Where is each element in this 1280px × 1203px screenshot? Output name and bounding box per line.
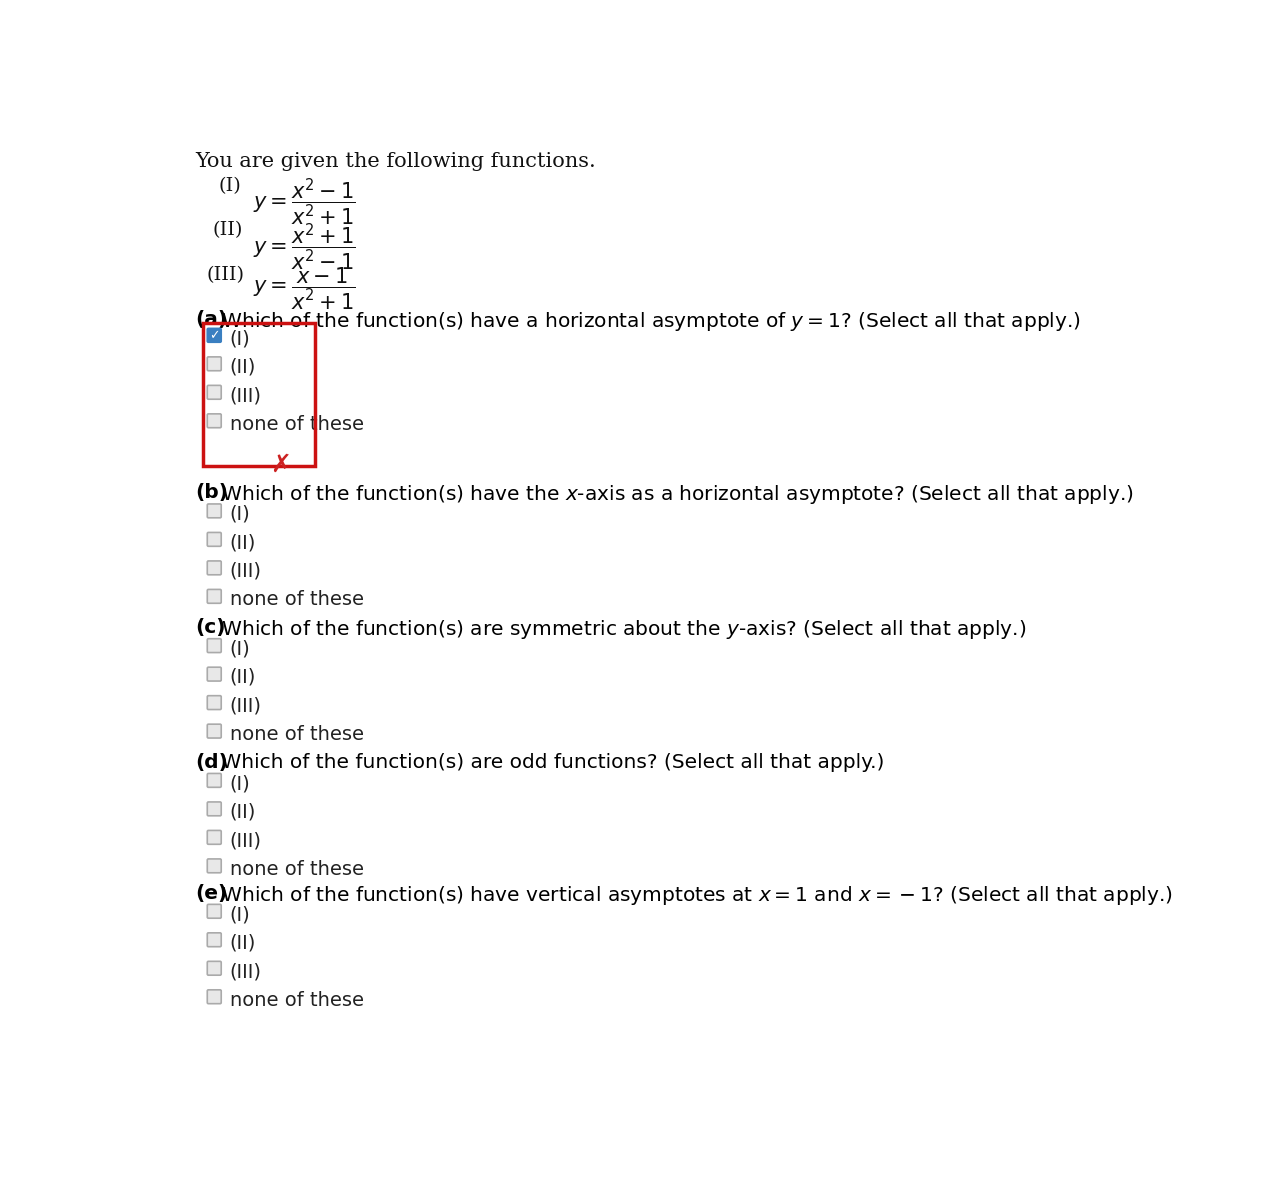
FancyBboxPatch shape xyxy=(207,414,221,428)
FancyBboxPatch shape xyxy=(207,385,221,399)
FancyBboxPatch shape xyxy=(207,859,221,873)
Text: (III): (III) xyxy=(206,266,244,284)
Text: (c): (c) xyxy=(195,618,225,636)
FancyBboxPatch shape xyxy=(207,357,221,371)
FancyBboxPatch shape xyxy=(207,961,221,976)
Text: ✗: ✗ xyxy=(270,452,291,476)
Text: none of these: none of these xyxy=(229,415,364,433)
Text: $y = \dfrac{x - 1}{x^2 + 1}$: $y = \dfrac{x - 1}{x^2 + 1}$ xyxy=(253,266,356,312)
Text: ✓: ✓ xyxy=(209,328,219,342)
Text: none of these: none of these xyxy=(229,860,364,878)
FancyBboxPatch shape xyxy=(207,724,221,737)
FancyBboxPatch shape xyxy=(207,668,221,681)
Text: $y = \dfrac{x^2 + 1}{x^2 - 1}$: $y = \dfrac{x^2 + 1}{x^2 - 1}$ xyxy=(253,221,356,273)
Text: (a): (a) xyxy=(195,310,227,328)
FancyBboxPatch shape xyxy=(207,504,221,517)
Text: Which of the function(s) are odd functions? (Select all that apply.): Which of the function(s) are odd functio… xyxy=(215,753,884,771)
Text: (e): (e) xyxy=(195,883,227,902)
Text: (III): (III) xyxy=(229,962,261,982)
Text: (II): (II) xyxy=(229,357,256,377)
Text: (III): (III) xyxy=(229,562,261,581)
FancyBboxPatch shape xyxy=(207,802,221,816)
Text: (III): (III) xyxy=(229,831,261,851)
FancyBboxPatch shape xyxy=(207,905,221,918)
Text: (II): (II) xyxy=(229,533,256,552)
Text: Which of the function(s) have a horizontal asymptote of $y = 1$? (Select all tha: Which of the function(s) have a horizont… xyxy=(215,310,1082,333)
Text: (I): (I) xyxy=(229,505,251,523)
Text: none of these: none of these xyxy=(229,725,364,743)
Text: (b): (b) xyxy=(195,484,228,502)
FancyBboxPatch shape xyxy=(207,932,221,947)
Text: (II): (II) xyxy=(229,802,256,822)
Bar xyxy=(202,322,315,467)
Text: (III): (III) xyxy=(229,697,261,716)
Text: (II): (II) xyxy=(229,668,256,687)
FancyBboxPatch shape xyxy=(207,639,221,652)
Text: Which of the function(s) have the $x$-axis as a horizontal asymptote? (Select al: Which of the function(s) have the $x$-ax… xyxy=(215,484,1134,506)
Text: none of these: none of these xyxy=(229,591,364,609)
FancyBboxPatch shape xyxy=(207,695,221,710)
Text: Which of the function(s) are symmetric about the $y$-axis? (Select all that appl: Which of the function(s) are symmetric a… xyxy=(215,618,1027,641)
FancyBboxPatch shape xyxy=(207,774,221,787)
Text: (I): (I) xyxy=(229,330,251,348)
Text: (I): (I) xyxy=(229,775,251,793)
Text: (III): (III) xyxy=(229,386,261,405)
FancyBboxPatch shape xyxy=(207,561,221,575)
Text: (I): (I) xyxy=(218,177,241,195)
Text: You are given the following functions.: You are given the following functions. xyxy=(195,152,595,171)
Text: (II): (II) xyxy=(212,221,243,239)
FancyBboxPatch shape xyxy=(207,990,221,1003)
Text: (d): (d) xyxy=(195,753,228,771)
FancyBboxPatch shape xyxy=(207,328,221,342)
Text: $y = \dfrac{x^2 - 1}{x^2 + 1}$: $y = \dfrac{x^2 - 1}{x^2 + 1}$ xyxy=(253,177,356,229)
Text: Which of the function(s) have vertical asymptotes at $x = 1$ and $x = -1$? (Sele: Which of the function(s) have vertical a… xyxy=(215,883,1174,907)
FancyBboxPatch shape xyxy=(207,533,221,546)
FancyBboxPatch shape xyxy=(207,589,221,603)
Text: (II): (II) xyxy=(229,934,256,953)
FancyBboxPatch shape xyxy=(207,830,221,845)
Text: none of these: none of these xyxy=(229,990,364,1009)
Text: (I): (I) xyxy=(229,905,251,924)
Text: (I): (I) xyxy=(229,640,251,658)
